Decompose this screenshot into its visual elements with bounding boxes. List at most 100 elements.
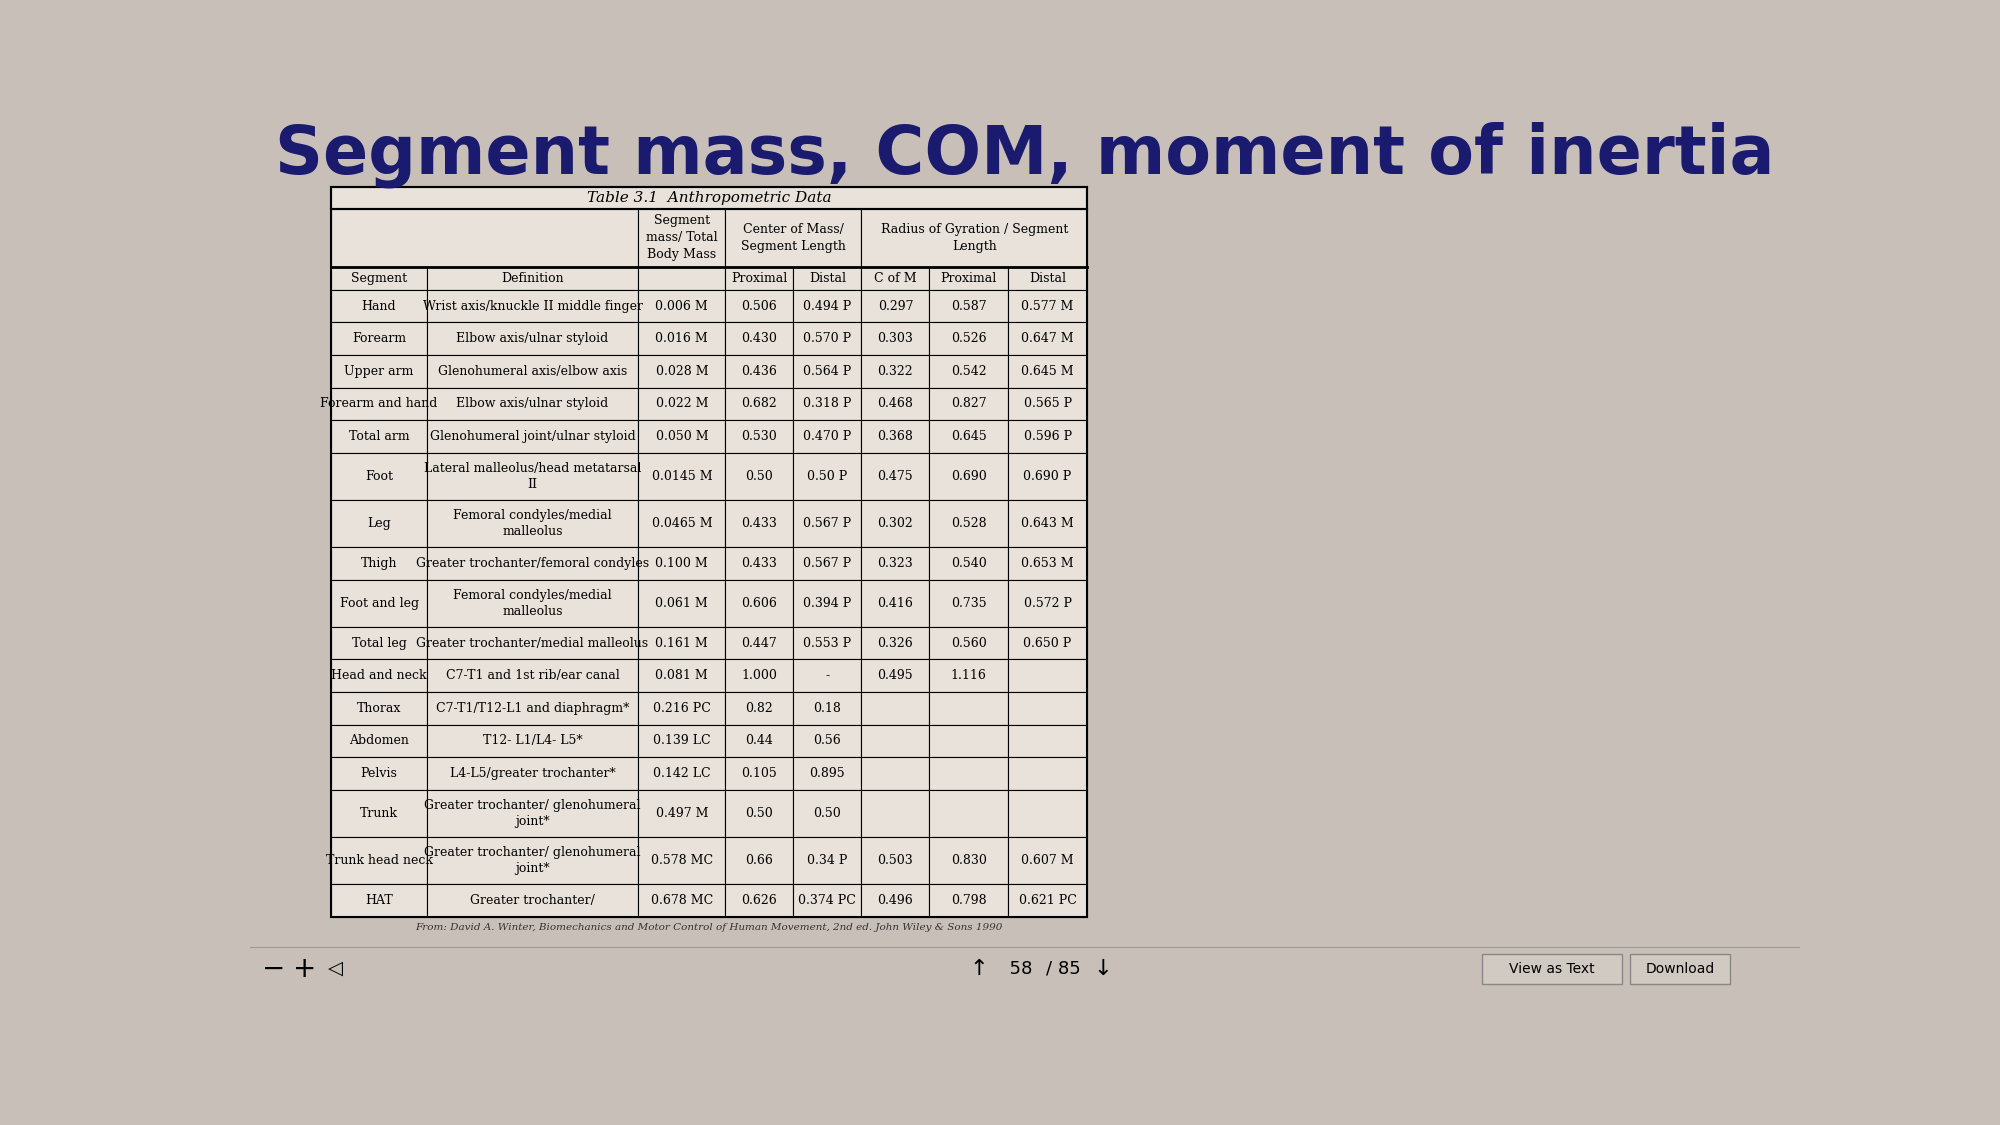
Bar [1008,627,1088,659]
Text: 0.540: 0.540 [950,557,986,569]
Text: L4-L5/greater trochanter*: L4-L5/greater trochanter* [450,767,616,780]
Bar [794,579,862,627]
Bar [726,627,794,659]
Text: 0.326: 0.326 [878,637,914,649]
Bar [332,790,426,837]
Text: Greater trochanter/ glenohumeral
joint*: Greater trochanter/ glenohumeral joint* [424,799,640,828]
Bar [638,659,726,692]
Text: 0.572 P: 0.572 P [1024,596,1072,610]
Text: 0.606: 0.606 [742,596,778,610]
Text: Foot and leg: Foot and leg [340,596,418,610]
Text: 0.061 M: 0.061 M [656,596,708,610]
Text: Proximal: Proximal [732,272,788,285]
Text: Thorax: Thorax [356,702,402,714]
Bar [332,579,426,627]
Bar [726,267,794,290]
Bar [1008,388,1088,421]
Bar [426,547,638,579]
Bar [726,884,794,917]
Bar [930,692,1008,724]
Bar [638,757,726,790]
Text: 0.682: 0.682 [742,397,778,411]
Bar [426,757,638,790]
Text: 0.302: 0.302 [878,518,914,530]
Bar [794,267,862,290]
Bar [930,659,1008,692]
Text: 0.827: 0.827 [950,397,986,411]
Bar [862,692,930,724]
Text: 0.564 P: 0.564 P [804,364,852,378]
Bar [638,837,726,884]
Bar [638,884,726,917]
Text: 0.494 P: 0.494 P [804,299,852,313]
Text: 0.497 M: 0.497 M [656,807,708,820]
Bar [794,659,862,692]
Bar [930,790,1008,837]
Text: 0.66: 0.66 [746,854,774,867]
Bar [862,627,930,659]
Text: 0.798: 0.798 [950,893,986,907]
Text: 58: 58 [998,960,1044,978]
Text: Elbow axis/ulnar styloid: Elbow axis/ulnar styloid [456,397,608,411]
Text: 0.607 M: 0.607 M [1022,854,1074,867]
Bar [332,188,1088,209]
Bar [794,547,862,579]
Bar [1008,579,1088,627]
Bar [930,884,1008,917]
Text: Greater trochanter/femoral condyles: Greater trochanter/femoral condyles [416,557,650,569]
Text: Thigh: Thigh [360,557,398,569]
Bar [930,500,1008,547]
Bar [332,209,638,267]
Bar [1008,659,1088,692]
Bar [794,837,862,884]
Bar [794,388,862,421]
Text: Center of Mass/
Segment Length: Center of Mass/ Segment Length [740,223,846,253]
Text: 0.323: 0.323 [878,557,914,569]
Bar [426,323,638,356]
Text: View as Text: View as Text [1510,962,1594,975]
Text: 0.447: 0.447 [742,637,778,649]
Bar [1008,724,1088,757]
Text: 0.050 M: 0.050 M [656,430,708,443]
Text: 0.0465 M: 0.0465 M [652,518,712,530]
Text: / 85: / 85 [1046,960,1082,978]
Bar [1008,692,1088,724]
Bar [250,947,1800,1005]
Text: 0.433: 0.433 [742,557,778,569]
Bar [426,290,638,323]
Bar [638,452,726,500]
Bar [638,724,726,757]
Text: 0.647 M: 0.647 M [1022,332,1074,345]
Bar [332,188,1088,917]
Text: 0.475: 0.475 [878,470,914,483]
Bar [726,323,794,356]
Bar [1008,547,1088,579]
Bar [638,547,726,579]
Bar [1482,954,1622,983]
Bar [930,388,1008,421]
Bar [726,500,794,547]
Bar [726,659,794,692]
Text: 0.645: 0.645 [950,430,986,443]
Bar [794,356,862,388]
Text: 0.433: 0.433 [742,518,778,530]
Bar [638,388,726,421]
Bar [1630,954,1730,983]
Text: Elbow axis/ulnar styloid: Elbow axis/ulnar styloid [456,332,608,345]
Text: Hand: Hand [362,299,396,313]
Text: Proximal: Proximal [940,272,996,285]
Text: Distal: Distal [808,272,846,285]
Bar [930,579,1008,627]
Text: C7-T1/T12-L1 and diaphragm*: C7-T1/T12-L1 and diaphragm* [436,702,630,714]
Bar [332,323,426,356]
Bar [794,323,862,356]
Text: 0.216 PC: 0.216 PC [652,702,710,714]
Bar [862,547,930,579]
Bar [1008,452,1088,500]
Bar [638,627,726,659]
Text: 0.0145 M: 0.0145 M [652,470,712,483]
Bar [638,500,726,547]
Bar [426,790,638,837]
Text: Lateral malleolus/head metatarsal
II: Lateral malleolus/head metatarsal II [424,462,642,490]
Text: From: David A. Winter, Biomechanics and Motor Control of Human Movement, 2nd ed.: From: David A. Winter, Biomechanics and … [416,922,1002,932]
